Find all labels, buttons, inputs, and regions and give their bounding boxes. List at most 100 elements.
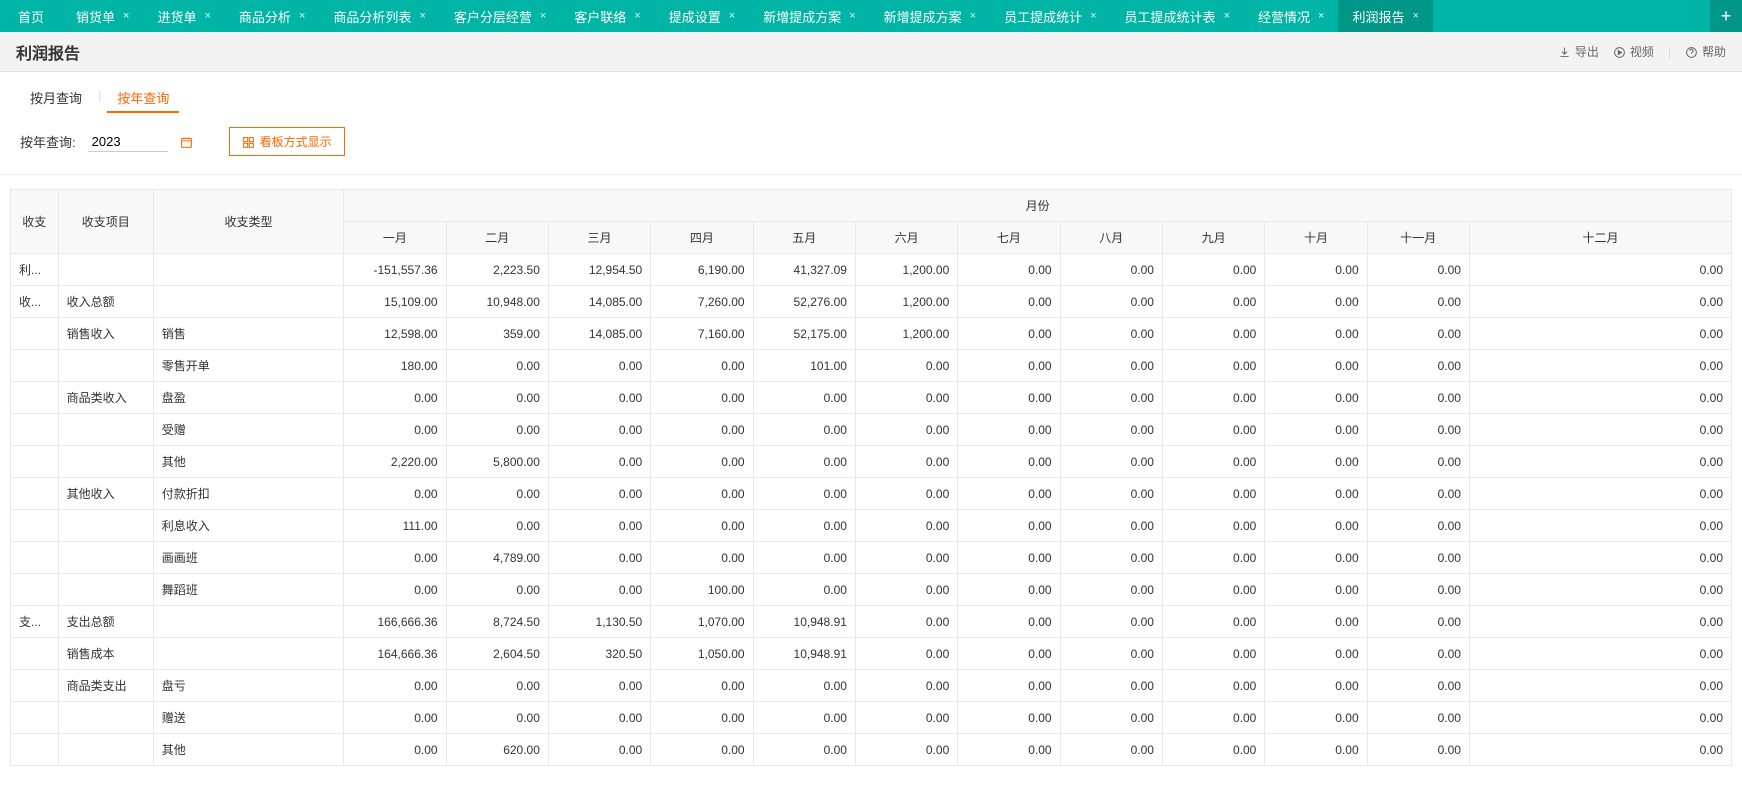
table-row: 其他收入付款折扣0.000.000.000.000.000.000.000.00… xyxy=(11,478,1732,510)
col-month: 十月 xyxy=(1265,222,1367,254)
cell-value: 0.00 xyxy=(1469,574,1731,606)
close-icon[interactable]: × xyxy=(540,10,546,22)
close-icon[interactable]: × xyxy=(970,10,976,22)
cell-value: 0.00 xyxy=(1265,446,1367,478)
nav-tab[interactable]: 提成设置× xyxy=(655,0,749,32)
nav-tab-label: 员工提成统计 xyxy=(1004,7,1082,26)
cell-category: 收... xyxy=(11,286,59,318)
cell-value: 0.00 xyxy=(344,542,446,574)
cell-value: 0.00 xyxy=(548,446,650,478)
close-icon[interactable]: × xyxy=(1090,10,1096,22)
cell-value: 0.00 xyxy=(958,638,1060,670)
cell-value: 0.00 xyxy=(1060,638,1162,670)
cell-value: 0.00 xyxy=(1367,286,1469,318)
cell-category xyxy=(11,382,59,414)
nav-tab[interactable]: 商品分析× xyxy=(225,0,319,32)
year-input[interactable] xyxy=(88,132,168,152)
tab-yearly[interactable]: 按年查询 xyxy=(107,84,179,113)
cell-value: 0.00 xyxy=(1060,414,1162,446)
cell-value: 0.00 xyxy=(651,702,753,734)
close-icon[interactable]: × xyxy=(634,10,640,22)
table-row: 销售成本164,666.362,604.50320.501,050.0010,9… xyxy=(11,638,1732,670)
help-label: 帮助 xyxy=(1702,43,1726,60)
cell-item: 收入总额 xyxy=(58,286,153,318)
close-icon[interactable]: × xyxy=(729,10,735,22)
cell-value: 0.00 xyxy=(651,542,753,574)
nav-tab[interactable]: 客户分层经营× xyxy=(440,0,560,32)
calendar-icon[interactable] xyxy=(180,134,193,150)
close-icon[interactable]: × xyxy=(1318,10,1324,22)
export-icon xyxy=(1558,44,1571,58)
cell-value: 0.00 xyxy=(1367,574,1469,606)
cell-value: 0.00 xyxy=(1162,670,1264,702)
nav-tab-label: 销货单 xyxy=(76,7,115,26)
cell-value: 0.00 xyxy=(446,382,548,414)
cell-value: 0.00 xyxy=(958,382,1060,414)
close-icon[interactable]: × xyxy=(849,10,855,22)
cell-value: 2,223.50 xyxy=(446,254,548,286)
cell-category xyxy=(11,734,59,766)
nav-tab[interactable]: 经营情况× xyxy=(1244,0,1338,32)
cell-value: 0.00 xyxy=(548,478,650,510)
board-view-label: 看板方式显示 xyxy=(260,133,332,150)
close-icon[interactable]: × xyxy=(419,10,425,22)
close-icon[interactable]: × xyxy=(1412,10,1418,22)
cell-value: 0.00 xyxy=(1367,638,1469,670)
cell-value: 0.00 xyxy=(1060,510,1162,542)
col-month: 二月 xyxy=(446,222,548,254)
nav-tab-home[interactable]: 首页 xyxy=(0,0,62,32)
nav-tab[interactable]: 商品分析列表× xyxy=(319,0,439,32)
board-view-button[interactable]: 看板方式显示 xyxy=(229,127,345,156)
cell-value: 0.00 xyxy=(651,446,753,478)
cell-value: 0.00 xyxy=(344,414,446,446)
cell-value: 0.00 xyxy=(1265,478,1367,510)
nav-add-button[interactable]: + xyxy=(1710,0,1742,32)
nav-tab[interactable]: 新增提成方案× xyxy=(749,0,869,32)
cell-value: 0.00 xyxy=(548,574,650,606)
cell-category xyxy=(11,414,59,446)
nav-tab[interactable]: 员工提成统计 × xyxy=(990,0,1110,32)
nav-tab[interactable]: 新增提成方案 × xyxy=(870,0,990,32)
nav-tab[interactable]: 销货单 × xyxy=(62,0,143,32)
col-month: 八月 xyxy=(1060,222,1162,254)
cell-type: 零售开单 xyxy=(153,350,343,382)
close-icon[interactable]: × xyxy=(299,10,305,22)
close-icon[interactable]: × xyxy=(204,10,210,22)
cell-value: 1,050.00 xyxy=(651,638,753,670)
close-icon[interactable]: × xyxy=(1224,10,1230,22)
help-button[interactable]: 帮助 xyxy=(1685,43,1726,60)
board-icon xyxy=(242,134,255,148)
video-icon xyxy=(1613,44,1626,58)
cell-value: 0.00 xyxy=(1367,254,1469,286)
cell-value: 0.00 xyxy=(1469,510,1731,542)
profit-table: 收支 收支项目 收支类型 月份 一月二月三月四月五月六月七月八月九月十月十一月十… xyxy=(10,189,1732,766)
cell-value: 0.00 xyxy=(1367,510,1469,542)
cell-category: 利... xyxy=(11,254,59,286)
cell-value: 0.00 xyxy=(1162,638,1264,670)
cell-value: 0.00 xyxy=(753,702,855,734)
cell-value: 52,175.00 xyxy=(753,318,855,350)
cell-value: 0.00 xyxy=(1060,446,1162,478)
video-button[interactable]: 视频 xyxy=(1613,43,1654,60)
cell-category xyxy=(11,542,59,574)
nav-tab-label: 新增提成方案 xyxy=(884,7,962,26)
nav-tab-label: 首页 xyxy=(18,7,44,26)
nav-tab[interactable]: 进货单× xyxy=(143,0,224,32)
cell-type: 赠送 xyxy=(153,702,343,734)
close-icon[interactable]: × xyxy=(123,10,129,22)
cell-value: 0.00 xyxy=(855,702,957,734)
nav-tab[interactable]: 客户联络× xyxy=(560,0,654,32)
video-label: 视频 xyxy=(1630,43,1654,60)
cell-item xyxy=(58,350,153,382)
cell-category: 支... xyxy=(11,606,59,638)
cell-value: 0.00 xyxy=(651,478,753,510)
cell-value: 0.00 xyxy=(1060,542,1162,574)
nav-tab[interactable]: 员工提成统计表× xyxy=(1111,0,1244,32)
cell-value: 0.00 xyxy=(548,414,650,446)
cell-item: 其他收入 xyxy=(58,478,153,510)
cell-value: 0.00 xyxy=(753,542,855,574)
export-button[interactable]: 导出 xyxy=(1558,43,1599,60)
nav-tab[interactable]: 利润报告× xyxy=(1338,0,1432,32)
cell-type: 画画班 xyxy=(153,542,343,574)
tab-monthly[interactable]: 按月查询 xyxy=(20,84,92,113)
